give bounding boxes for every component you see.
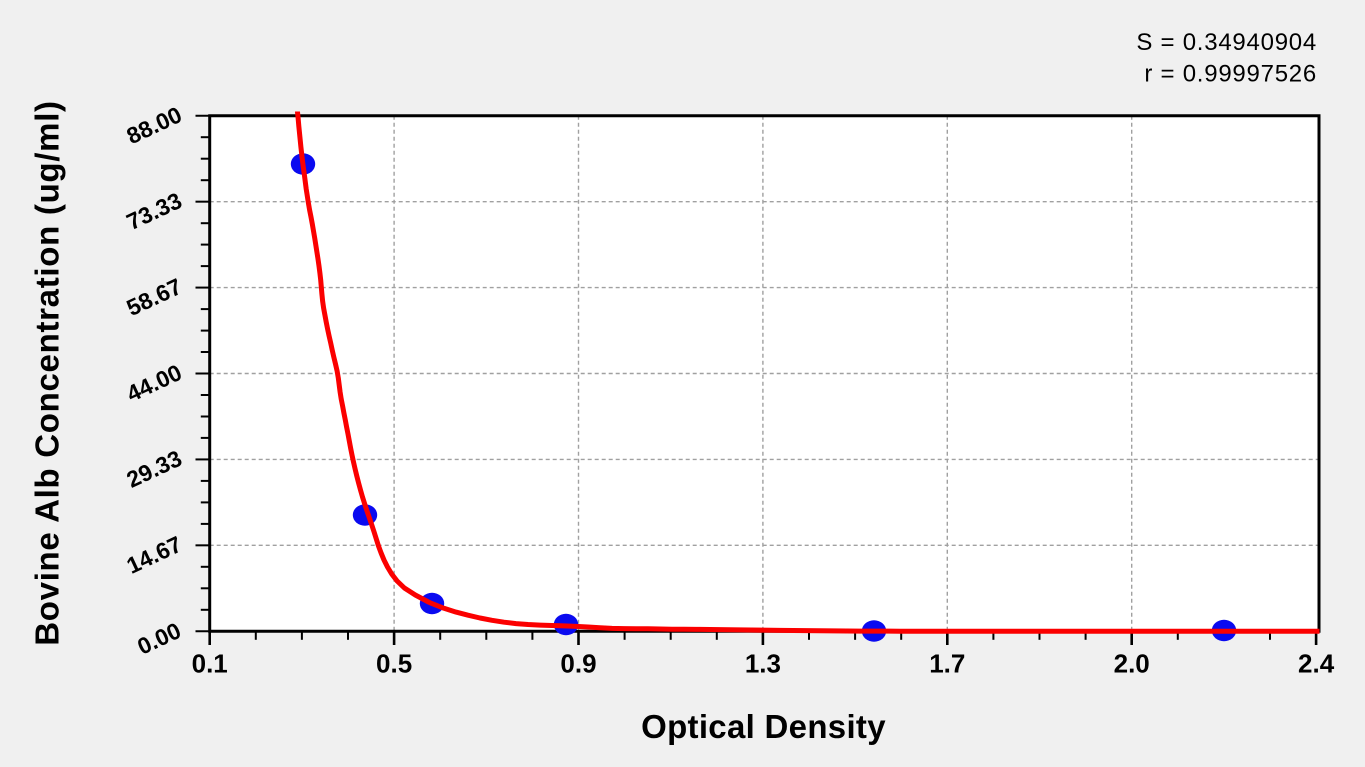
svg-text:1.3: 1.3: [745, 649, 781, 679]
svg-text:0.1: 0.1: [192, 649, 228, 679]
svg-text:S = 0.34940904: S = 0.34940904: [1136, 29, 1317, 56]
svg-text:Optical Density: Optical Density: [641, 708, 886, 745]
svg-text:0.5: 0.5: [376, 649, 412, 679]
svg-text:14.67: 14.67: [123, 531, 186, 579]
svg-text:2.4: 2.4: [1298, 649, 1335, 679]
svg-text:0.9: 0.9: [560, 649, 596, 679]
svg-text:29.33: 29.33: [123, 445, 186, 493]
svg-text:r = 0.99997526: r = 0.99997526: [1144, 61, 1317, 88]
svg-text:2.0: 2.0: [1114, 649, 1150, 679]
svg-text:58.67: 58.67: [123, 273, 186, 321]
svg-text:0.00: 0.00: [133, 617, 185, 659]
svg-text:Bovine Alb Concentration (ug/m: Bovine Alb Concentration (ug/ml): [29, 100, 66, 646]
svg-text:73.33: 73.33: [123, 187, 186, 235]
svg-text:88.00: 88.00: [123, 101, 186, 149]
svg-text:1.7: 1.7: [929, 649, 965, 679]
svg-text:44.00: 44.00: [123, 359, 186, 407]
